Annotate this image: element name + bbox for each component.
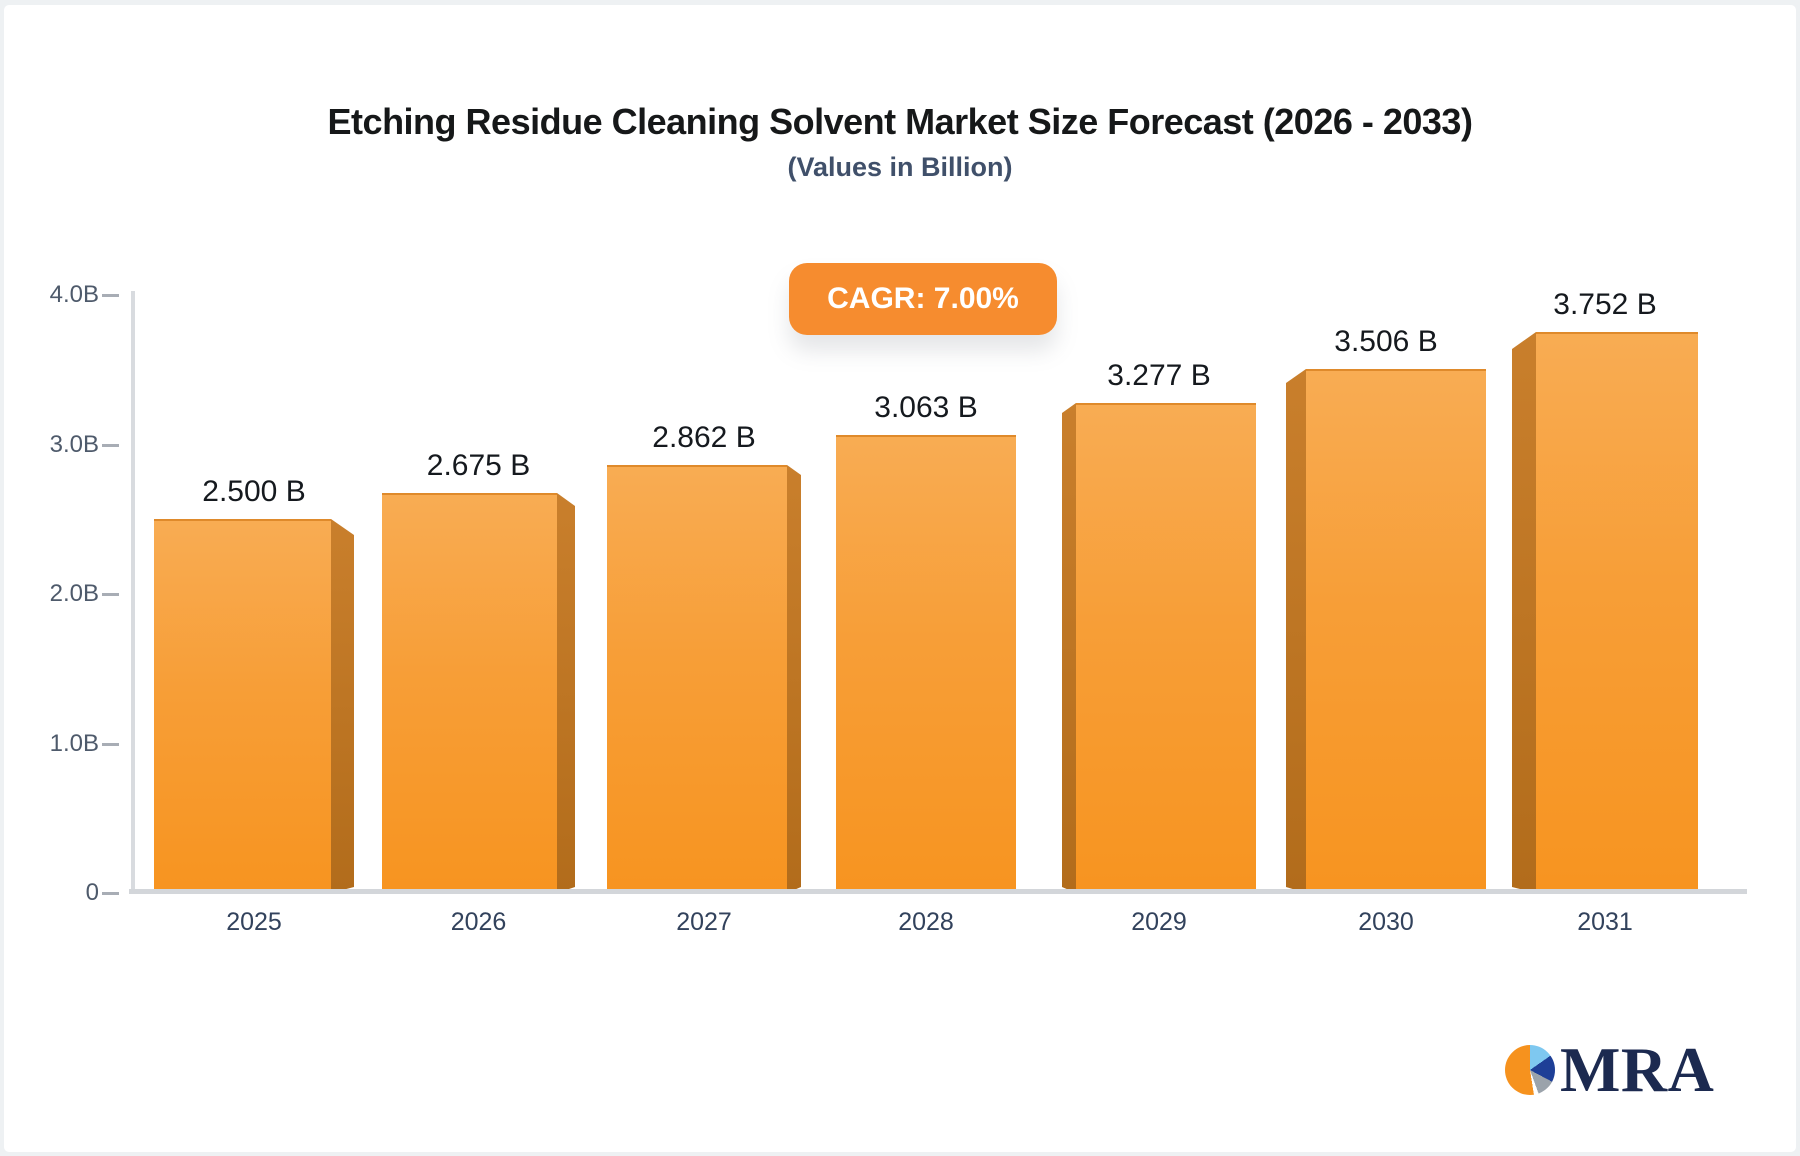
cagr-badge: CAGR: 7.00% — [789, 263, 1057, 335]
y-tick-label: 4.0B — [49, 281, 99, 308]
y-tick-dash — [102, 443, 119, 447]
bar-2031[interactable] — [1512, 332, 1698, 893]
bar-face[interactable] — [154, 519, 331, 893]
chart-title: Etching Residue Cleaning Solvent Market … — [327, 101, 1473, 142]
y-tick-label: 2.0B — [49, 580, 99, 607]
bar-3d-side — [331, 519, 354, 893]
y-tick-dash — [102, 294, 119, 297]
bar-2030[interactable] — [1286, 369, 1486, 893]
y-tick-label: 0 — [85, 879, 99, 906]
bar-face[interactable] — [1076, 403, 1256, 893]
bar-2026[interactable] — [382, 493, 575, 893]
y-tick-label: 1.0B — [49, 729, 99, 757]
x-tick-label-2029: 2029 — [1131, 908, 1187, 936]
bar-3d-side — [1512, 332, 1536, 893]
bar-2029[interactable] — [1062, 403, 1256, 893]
x-tick-label-2027: 2027 — [676, 908, 732, 936]
bar-value-label: 3.277 B — [1107, 359, 1211, 392]
brand-logo-text: MRA — [1560, 1034, 1715, 1105]
bar-face[interactable] — [836, 435, 1016, 893]
bar-3d-side — [557, 493, 575, 893]
bar-2028[interactable] — [836, 435, 1016, 893]
pie-chart-icon — [1505, 1045, 1555, 1095]
bar-face[interactable] — [382, 493, 557, 893]
cagr-badge-label: CAGR: 7.00% — [827, 282, 1019, 315]
chart-subtitle: (Values in Billion) — [787, 152, 1013, 182]
bar-2027[interactable] — [607, 465, 801, 893]
y-tick-dash — [102, 892, 119, 895]
x-tick-label-2025: 2025 — [226, 908, 282, 936]
x-tick-label-2026: 2026 — [450, 908, 507, 936]
x-tick-label-2028: 2028 — [898, 908, 954, 936]
bar-2025[interactable] — [154, 519, 354, 893]
bar-face[interactable] — [607, 465, 787, 893]
x-axis-line — [129, 889, 1747, 894]
brand-logo: MRA — [1505, 1034, 1715, 1105]
y-tick-label: 3.0B — [49, 430, 99, 458]
bar-3d-side — [787, 465, 801, 893]
bar-value-label: 2.862 B — [652, 421, 756, 454]
bar-value-label: 2.675 B — [426, 449, 531, 482]
x-tick-label-2031: 2031 — [1577, 908, 1633, 936]
bar-value-label: 3.063 B — [874, 391, 978, 424]
bar-face[interactable] — [1536, 332, 1698, 893]
bar-value-label: 3.506 B — [1334, 325, 1438, 358]
chart-card: Etching Residue Cleaning Solvent Market … — [4, 5, 1796, 1152]
bar-face[interactable] — [1306, 369, 1486, 893]
x-tick-label-2030: 2030 — [1358, 908, 1414, 936]
bar-3d-side — [1286, 369, 1306, 893]
y-axis-line — [131, 291, 135, 893]
bar-value-label: 2.500 B — [202, 475, 306, 508]
bar-3d-side — [1062, 403, 1076, 893]
bar-value-label: 3.752 B — [1553, 288, 1657, 321]
y-tick-dash — [102, 742, 119, 746]
y-tick-dash — [102, 593, 119, 596]
